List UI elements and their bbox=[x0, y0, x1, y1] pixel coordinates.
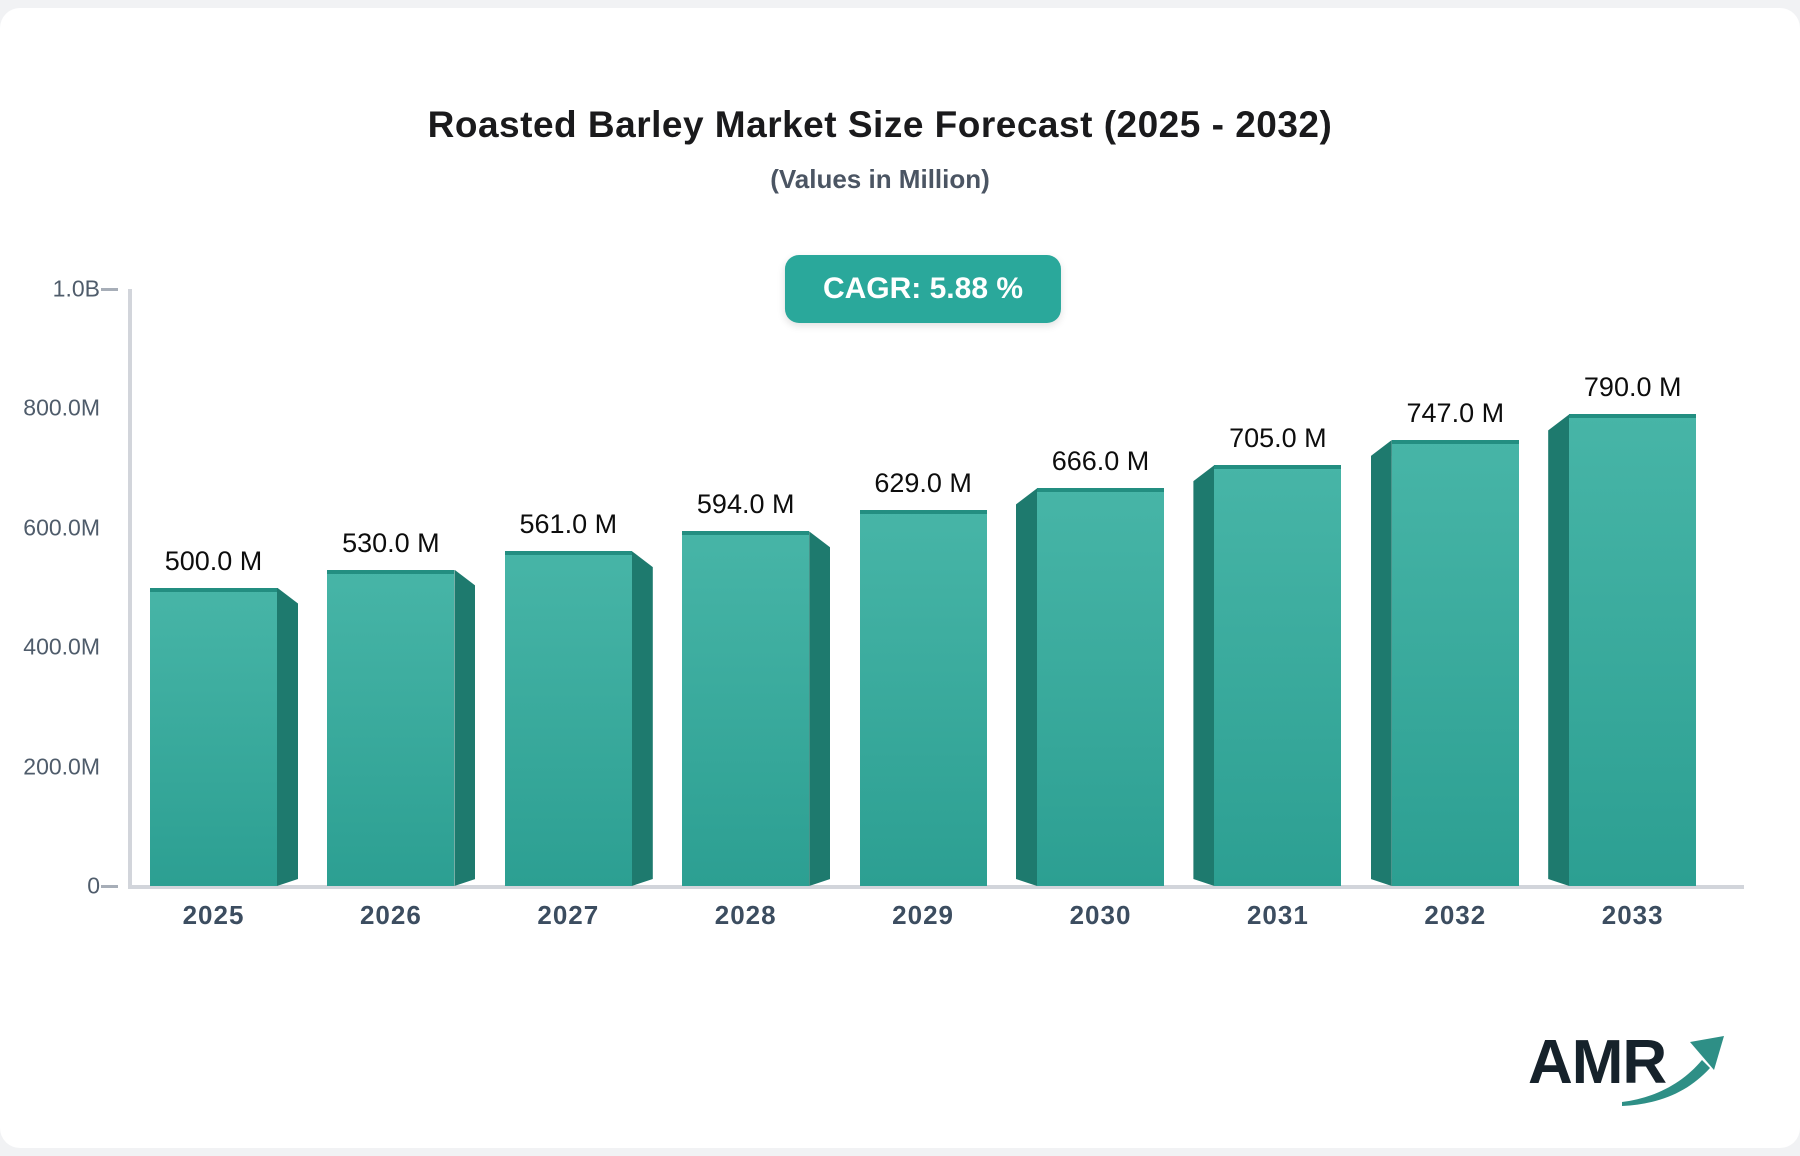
bar-face bbox=[859, 510, 987, 886]
bar-side bbox=[1548, 414, 1570, 886]
y-tick-label: 0 bbox=[87, 872, 100, 899]
bar-value-label: 594.0 M bbox=[696, 489, 795, 520]
y-axis-line bbox=[128, 289, 132, 888]
y-tick-label: 800.0M bbox=[23, 394, 100, 421]
bar-top-edge bbox=[1391, 440, 1519, 445]
x-category-label: 2030 bbox=[1069, 900, 1132, 930]
bar-top-edge bbox=[682, 531, 810, 536]
bar-face bbox=[1214, 465, 1342, 886]
amr-logo: AMR bbox=[1528, 1032, 1728, 1112]
bar-top-edge bbox=[504, 551, 632, 556]
bar-top-edge bbox=[1214, 465, 1342, 470]
bar-top-edge bbox=[1569, 414, 1697, 419]
bar-value-label: 629.0 M bbox=[874, 468, 972, 499]
bar-side bbox=[1370, 440, 1392, 886]
bar-face bbox=[1569, 414, 1697, 886]
x-axis-line bbox=[128, 885, 1744, 889]
y-tick-label: 200.0M bbox=[23, 753, 100, 780]
logo-text: AMR bbox=[1528, 1028, 1667, 1097]
y-tick-dash bbox=[101, 884, 118, 888]
bar-side bbox=[809, 531, 831, 886]
bar-value-label: 790.0 M bbox=[1583, 372, 1682, 403]
bar-side bbox=[454, 569, 476, 886]
y-tick-label: 400.0M bbox=[23, 633, 100, 660]
bar-side bbox=[631, 551, 653, 886]
bar-top-edge bbox=[150, 587, 277, 592]
chart-subtitle: (Values in Million) bbox=[770, 164, 990, 194]
bar-value-label: 747.0 M bbox=[1406, 398, 1505, 429]
y-tick-label: 1.0B bbox=[52, 275, 100, 302]
bar-top-edge bbox=[327, 569, 455, 574]
bar-face bbox=[150, 587, 277, 886]
chart-title: Roasted Barley Market Size Forecast (202… bbox=[427, 104, 1333, 145]
x-category-label: 2032 bbox=[1424, 900, 1487, 930]
cagr-badge: CAGR: 5.88 % bbox=[784, 255, 1062, 323]
x-category-label: 2031 bbox=[1246, 900, 1309, 930]
bar-face bbox=[1391, 440, 1519, 886]
x-category-label: 2028 bbox=[714, 900, 777, 930]
bar-face bbox=[1037, 488, 1164, 886]
bar-top-edge bbox=[1037, 488, 1164, 493]
bar-side bbox=[1193, 465, 1215, 886]
bar-face bbox=[327, 569, 455, 886]
x-category-label: 2029 bbox=[892, 900, 955, 930]
logo-arrow-icon bbox=[1622, 1036, 1724, 1106]
x-category-label: 2027 bbox=[537, 900, 600, 930]
x-category-label: 2033 bbox=[1601, 900, 1664, 930]
bar-side bbox=[1016, 488, 1037, 886]
x-category-label: 2025 bbox=[182, 900, 245, 930]
bar-top-edge bbox=[859, 510, 987, 515]
bar-face bbox=[682, 531, 810, 886]
x-category-label: 2026 bbox=[359, 900, 422, 930]
bar-value-label: 500.0 M bbox=[164, 545, 263, 576]
bar-face bbox=[504, 551, 632, 886]
bar-value-label: 530.0 M bbox=[342, 527, 440, 558]
y-tick-label: 600.0M bbox=[23, 514, 100, 541]
bar-value-label: 561.0 M bbox=[519, 509, 618, 540]
bar-value-label: 666.0 M bbox=[1051, 446, 1150, 477]
bar-side bbox=[277, 587, 298, 886]
bar-value-label: 705.0 M bbox=[1229, 423, 1327, 454]
y-tick-dash bbox=[101, 287, 118, 291]
